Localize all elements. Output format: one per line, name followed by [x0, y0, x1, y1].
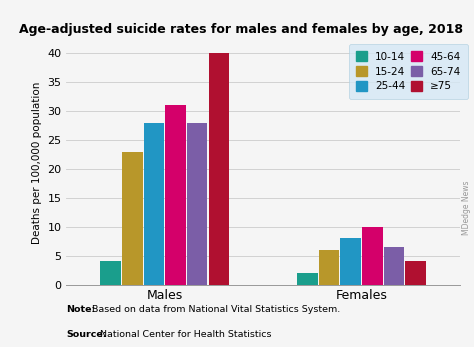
- Bar: [165, 105, 186, 285]
- Text: National Center for Health Statistics: National Center for Health Statistics: [97, 330, 272, 339]
- Text: Note:: Note:: [66, 305, 96, 314]
- Bar: [187, 122, 208, 285]
- Legend: 10-14, 15-24, 25-44, 45-64, 65-74, ≥75: 10-14, 15-24, 25-44, 45-64, 65-74, ≥75: [349, 44, 468, 99]
- Bar: [100, 261, 121, 285]
- Bar: [340, 238, 361, 285]
- Bar: [383, 247, 404, 285]
- Text: Age-adjusted suicide rates for males and females by age, 2018: Age-adjusted suicide rates for males and…: [19, 23, 463, 36]
- Text: Source:: Source:: [66, 330, 107, 339]
- Bar: [144, 122, 164, 285]
- Bar: [297, 273, 318, 285]
- Bar: [362, 227, 383, 285]
- Y-axis label: Deaths per 100,000 population: Deaths per 100,000 population: [32, 82, 42, 244]
- Text: MDedge News: MDedge News: [463, 181, 471, 236]
- Bar: [209, 53, 229, 285]
- Bar: [319, 250, 339, 285]
- Text: Based on data from National Vital Statistics System.: Based on data from National Vital Statis…: [89, 305, 340, 314]
- Bar: [405, 261, 426, 285]
- Bar: [122, 152, 143, 285]
